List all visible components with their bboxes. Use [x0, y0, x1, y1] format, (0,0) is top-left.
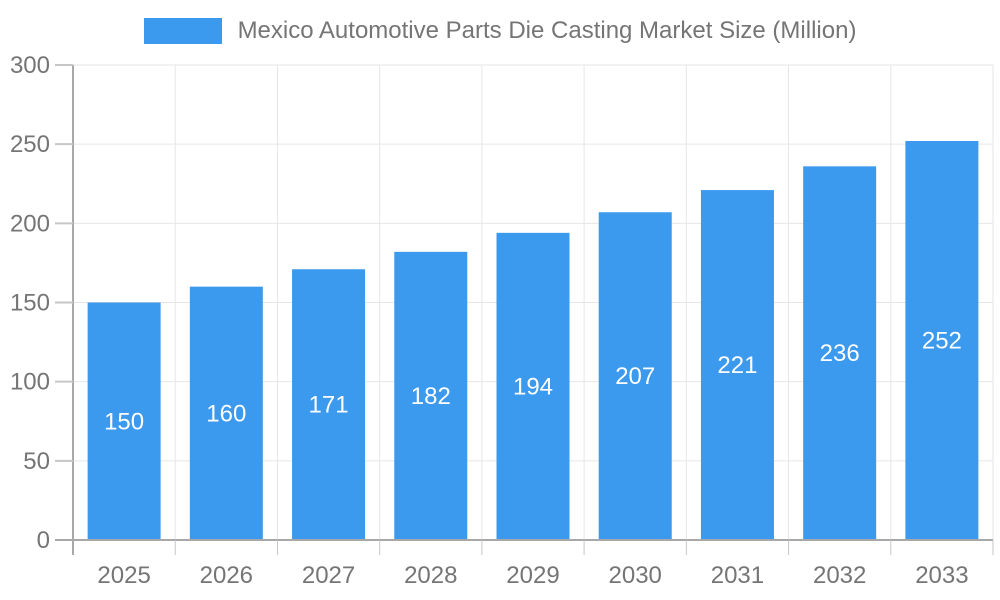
y-tick-label: 0 [37, 527, 50, 554]
y-tick-label: 250 [10, 131, 50, 158]
bar-2031[interactable] [700, 190, 774, 541]
x-tick-label: 2027 [302, 562, 355, 589]
x-tick-label: 2030 [609, 562, 662, 589]
legend-swatch [143, 18, 222, 44]
x-tick-label: 2031 [711, 562, 764, 589]
bar-2028[interactable] [394, 251, 468, 541]
bar-2026[interactable] [189, 286, 263, 540]
bar-2027[interactable] [292, 269, 366, 540]
y-tick-label: 150 [10, 290, 50, 317]
x-tick-label: 2028 [404, 562, 457, 589]
bar-value-label: 252 [922, 328, 962, 355]
bar-value-label: 207 [615, 363, 655, 390]
bar-2032[interactable] [803, 166, 877, 541]
bar-value-label: 221 [717, 352, 757, 379]
x-tick-label: 2029 [506, 562, 559, 589]
legend-label: Mexico Automotive Parts Die Casting Mark… [237, 17, 857, 44]
x-tick-label: 2025 [97, 562, 150, 589]
legend[interactable]: Mexico Automotive Parts Die Casting Mark… [0, 16, 1000, 46]
bar-2029[interactable] [496, 232, 570, 541]
y-tick-label: 200 [10, 210, 50, 237]
y-tick-label: 100 [10, 369, 50, 396]
bar-2030[interactable] [598, 212, 672, 540]
x-tick-label: 2032 [813, 562, 866, 589]
y-tick-label: 50 [23, 448, 50, 475]
bar-2025[interactable] [87, 302, 161, 541]
y-tick-label: 300 [10, 52, 50, 79]
bar-value-label: 171 [309, 392, 349, 419]
bar-value-label: 236 [820, 340, 860, 367]
bar-value-label: 182 [411, 383, 451, 410]
bar-2033[interactable] [905, 141, 979, 540]
x-tick-label: 2026 [200, 562, 253, 589]
bar-value-label: 160 [206, 400, 246, 427]
bar-value-label: 150 [104, 408, 144, 435]
bar-value-label: 194 [513, 373, 553, 400]
x-tick-label: 2033 [915, 562, 968, 589]
